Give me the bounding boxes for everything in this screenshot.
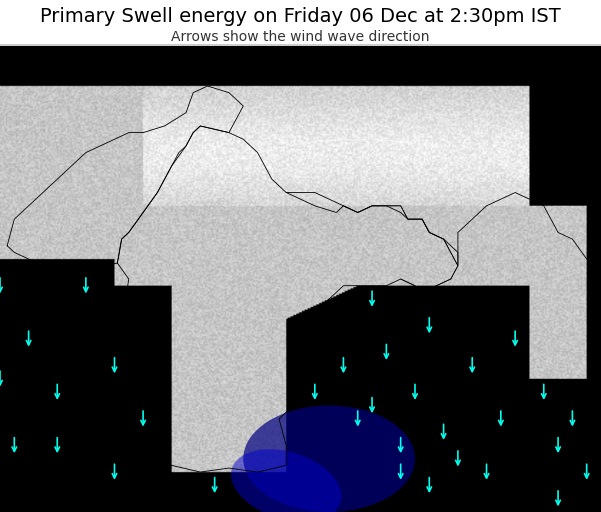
Text: Primary Swell energy on Friday 06 Dec at 2:30pm IST: Primary Swell energy on Friday 06 Dec at… bbox=[40, 7, 561, 26]
Text: Arrows show the wind wave direction: Arrows show the wind wave direction bbox=[171, 30, 430, 44]
Ellipse shape bbox=[243, 406, 415, 512]
Bar bbox=[0, 44, 601, 46]
Ellipse shape bbox=[231, 449, 341, 512]
